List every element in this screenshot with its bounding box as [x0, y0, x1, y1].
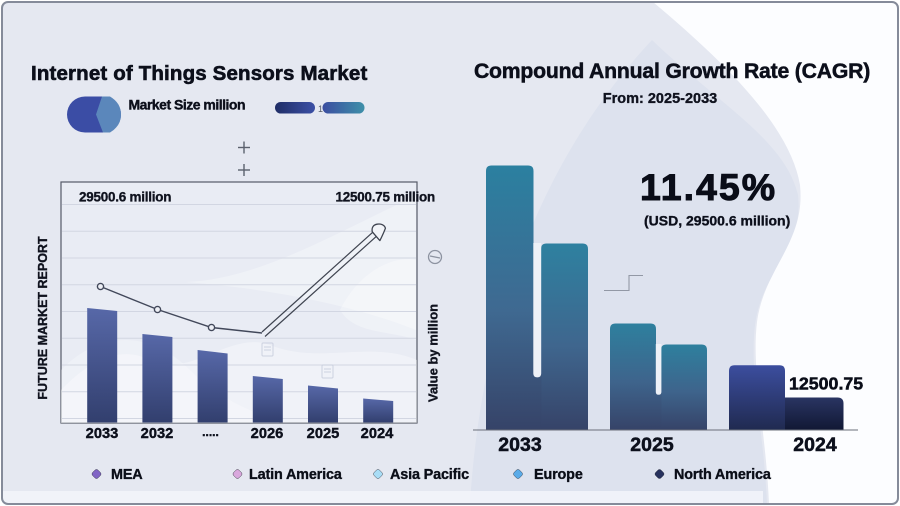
svg-text:Compound Annual Growth Rate (C: Compound Annual Growth Rate (CAGR): [474, 60, 870, 83]
svg-text:29500.6 million: 29500.6 million: [79, 190, 171, 205]
svg-text:11.45%: 11.45%: [640, 166, 777, 208]
svg-text:1: 1: [318, 104, 323, 114]
svg-text:2033: 2033: [498, 434, 542, 456]
svg-text:2025: 2025: [630, 434, 674, 456]
svg-text:.....: .....: [202, 425, 219, 439]
svg-text:Latin America: Latin America: [249, 467, 343, 483]
svg-text:2025: 2025: [307, 426, 340, 442]
svg-text:(USD, 29500.6 million): (USD, 29500.6 million): [644, 213, 790, 229]
svg-text:MEA: MEA: [111, 467, 143, 483]
svg-text:12500.75 million: 12500.75 million: [335, 190, 435, 205]
svg-text:Asia Pacific: Asia Pacific: [390, 467, 469, 483]
svg-text:North America: North America: [674, 467, 772, 483]
svg-text:2024: 2024: [793, 434, 837, 456]
svg-text:FUTURE MARKET REPORT: FUTURE MARKET REPORT: [36, 236, 50, 400]
svg-text:From: 2025-2033: From: 2025-2033: [603, 91, 717, 107]
svg-text:2032: 2032: [141, 426, 174, 442]
svg-text:2026: 2026: [251, 426, 284, 442]
svg-text:12500.75: 12500.75: [789, 374, 863, 394]
svg-text:Europe: Europe: [534, 467, 583, 483]
svg-text:Value by million: Value by million: [426, 304, 441, 402]
svg-text:2024: 2024: [361, 426, 395, 442]
svg-text:Market Size million: Market Size million: [129, 97, 246, 113]
svg-text:Internet of Things Sensors Mar: Internet of Things Sensors Market: [31, 62, 367, 85]
svg-text:2033: 2033: [86, 426, 119, 442]
